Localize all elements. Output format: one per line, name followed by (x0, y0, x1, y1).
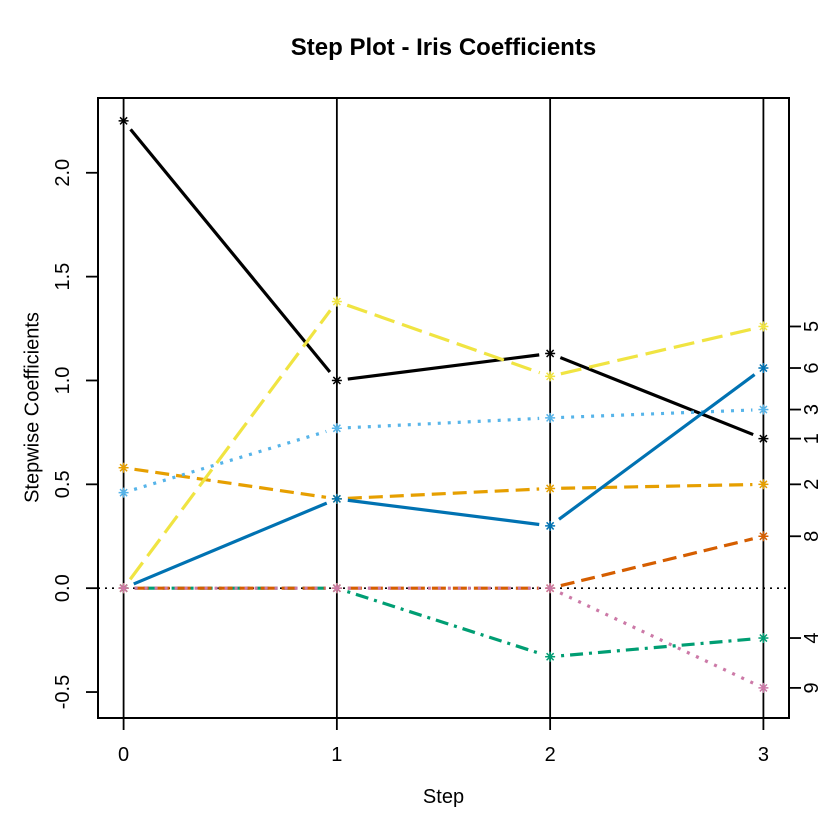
point-marker (119, 488, 128, 497)
series-right-label: 3 (801, 404, 823, 415)
y-tick-label: 2.0 (52, 159, 74, 187)
series-line-2 (134, 467, 327, 499)
series-line-1 (347, 353, 540, 381)
series-line-4 (346, 590, 541, 655)
point-marker (546, 413, 555, 422)
point-marker (119, 116, 128, 125)
series-line-6 (133, 501, 328, 586)
series-right-label: 2 (801, 479, 823, 490)
point-marker (546, 584, 555, 593)
series-right-label: 6 (801, 362, 823, 373)
series-line-9 (559, 591, 755, 685)
point-marker (546, 349, 555, 358)
y-tick-label: 0.0 (52, 574, 74, 602)
point-marker (759, 532, 768, 541)
point-marker (546, 652, 555, 661)
x-tick-label: 2 (545, 744, 556, 766)
series-line-3 (133, 429, 327, 491)
x-tick-label: 3 (758, 744, 769, 766)
point-marker (546, 372, 555, 381)
point-marker (546, 484, 555, 493)
point-marker (759, 480, 768, 489)
series-line-2 (561, 482, 753, 490)
point-marker (759, 683, 768, 692)
series-line-6 (558, 373, 756, 521)
series-right-label: 5 (801, 321, 823, 332)
series-line-5 (346, 303, 541, 375)
series-right-label: 9 (801, 682, 823, 693)
y-tick-label: -0.5 (52, 675, 74, 709)
point-marker (332, 297, 341, 306)
series-line-6 (347, 498, 540, 527)
point-marker (759, 322, 768, 331)
point-marker (119, 584, 128, 593)
y-axis-label: Stepwise Coefficients (21, 312, 44, 503)
point-marker (546, 521, 555, 530)
x-tick-label: 0 (118, 744, 129, 766)
y-tick-label: 0.5 (52, 470, 74, 498)
series-line-8 (560, 537, 754, 588)
y-tick-label: 1.0 (52, 367, 74, 395)
point-marker (759, 405, 768, 414)
series-line-5 (560, 327, 754, 376)
series-line-3 (347, 416, 540, 430)
chart-title: Step Plot - Iris Coefficients (290, 34, 597, 61)
point-marker (119, 463, 128, 472)
point-marker (759, 363, 768, 373)
series-line-5 (128, 309, 332, 581)
series-right-label: 4 (801, 632, 823, 643)
series-line-1 (559, 356, 754, 437)
series-line-3 (561, 408, 753, 420)
x-tick-label: 1 (331, 744, 342, 766)
point-marker (332, 584, 341, 593)
series-line-4 (560, 637, 753, 658)
series-right-label: 1 (801, 433, 823, 444)
series-right-label: 8 (801, 531, 823, 542)
point-marker (759, 434, 768, 443)
series-line-1 (129, 128, 332, 373)
point-marker (759, 633, 768, 643)
y-tick-label: 1.5 (52, 263, 74, 291)
point-marker (332, 376, 341, 385)
series-line-2 (347, 487, 540, 500)
x-axis-label: Step (422, 786, 465, 808)
point-marker (332, 424, 341, 433)
plot-border (97, 97, 790, 719)
point-marker (332, 494, 341, 503)
